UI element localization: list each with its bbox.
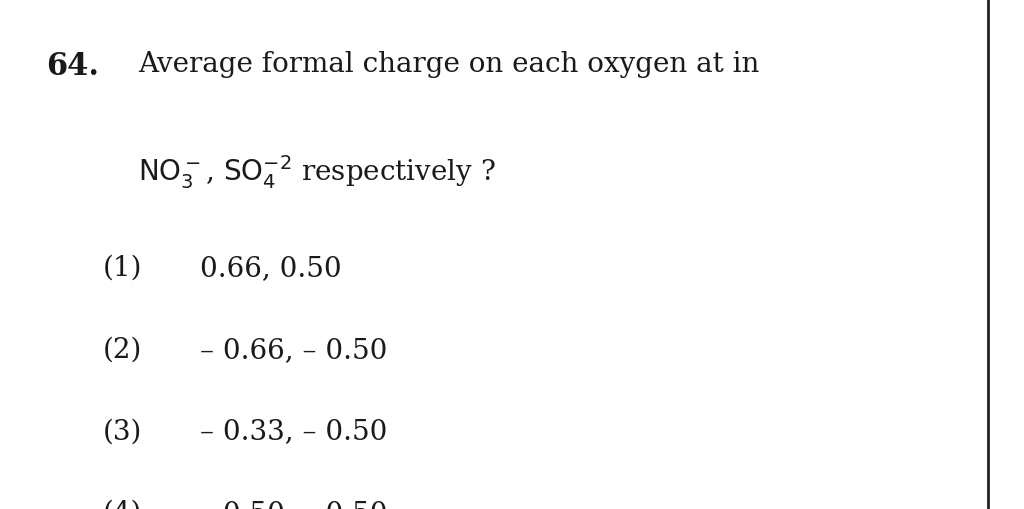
Text: (4): (4) <box>102 499 141 509</box>
Text: – 0.66, – 0.50: – 0.66, – 0.50 <box>200 336 387 363</box>
Text: – 0.50, – 0.50: – 0.50, – 0.50 <box>200 499 387 509</box>
Text: – 0.33, – 0.50: – 0.33, – 0.50 <box>200 417 387 444</box>
Text: 0.66, 0.50: 0.66, 0.50 <box>200 254 341 281</box>
Text: (3): (3) <box>102 417 141 444</box>
Text: $\mathrm{NO_3^-}$, $\mathrm{SO_4^{-2}}$ respectively ?: $\mathrm{NO_3^-}$, $\mathrm{SO_4^{-2}}$ … <box>138 153 496 190</box>
Text: 64.: 64. <box>46 51 99 82</box>
Text: Average formal charge on each oxygen at in: Average formal charge on each oxygen at … <box>138 51 760 78</box>
Text: (2): (2) <box>102 336 141 363</box>
Text: (1): (1) <box>102 254 142 281</box>
